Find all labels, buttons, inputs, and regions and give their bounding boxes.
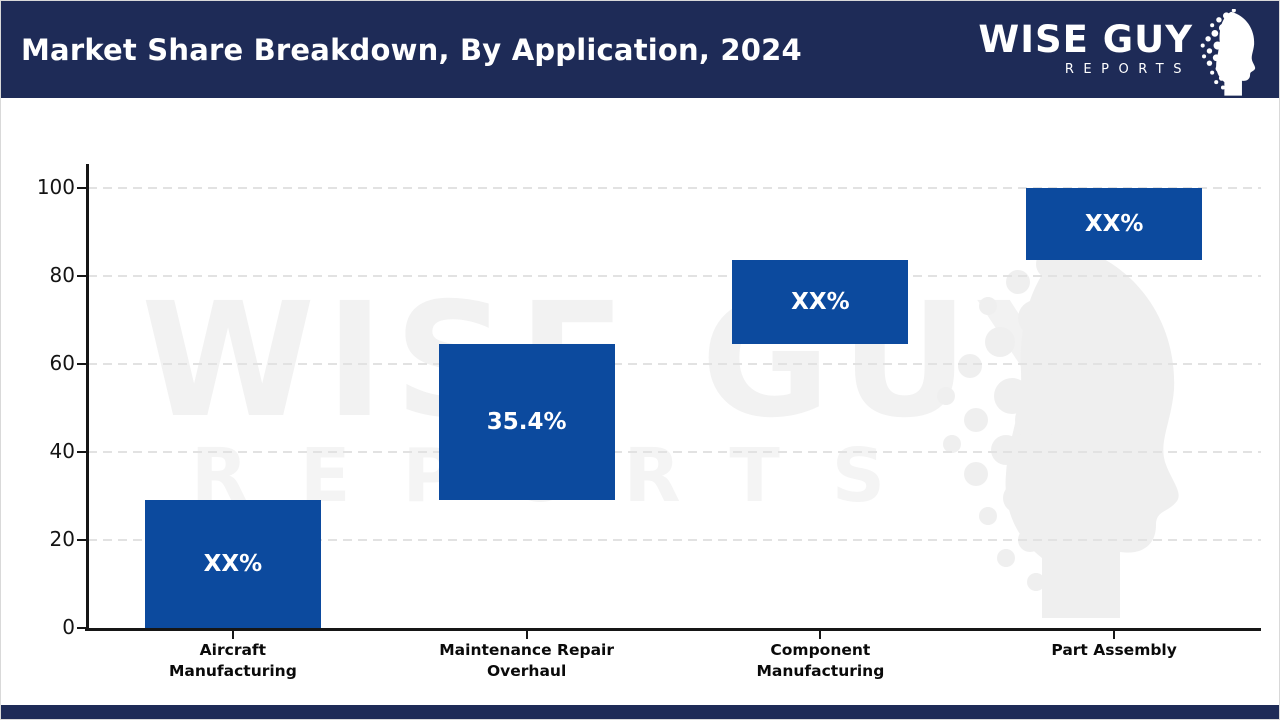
x-tick-3 — [819, 631, 822, 639]
x-category-line: Aircraft — [199, 641, 267, 659]
bar-1: XX% — [144, 499, 321, 628]
logo-reports-label: REPORTS — [1064, 62, 1191, 77]
page-title: Market Share Breakdown, By Application, … — [21, 32, 802, 67]
bar-4: XX% — [1026, 188, 1203, 261]
x-category-line: Manufacturing — [756, 662, 885, 680]
y-tick-80 — [77, 275, 86, 277]
gridline-80 — [88, 275, 1261, 277]
x-category-line: Overhaul — [486, 662, 567, 680]
logo-wiseguy-label: WISE GUY — [978, 18, 1193, 61]
gridline-100 — [88, 187, 1261, 189]
gridline-20 — [88, 539, 1261, 541]
logo-head-icon — [1200, 9, 1256, 96]
bar-value-label: XX% — [1084, 211, 1144, 238]
y-tick-20 — [77, 539, 86, 541]
y-tick-label-80: 80 — [49, 263, 75, 287]
footer-bar — [1, 705, 1279, 719]
x-category-label-2: Maintenance Repair Overhaul — [377, 640, 677, 682]
bar-value-label: 35.4% — [486, 408, 567, 435]
gridline-40 — [88, 451, 1261, 453]
x-tick-1 — [231, 631, 234, 639]
y-tick-100 — [77, 187, 86, 189]
x-tick-4 — [1113, 631, 1116, 639]
bar-2: 35.4% — [438, 343, 615, 500]
y-tick-label-20: 20 — [49, 527, 75, 551]
x-axis-line — [85, 628, 1261, 631]
bar-value-label: XX% — [791, 288, 850, 315]
x-tick-2 — [525, 631, 528, 639]
x-category-line: Component — [770, 641, 871, 659]
logo-text: WISE GUY REPORTS — [978, 18, 1193, 78]
header-bar: Market Share Breakdown, By Application, … — [1, 1, 1279, 98]
x-category-label-3: Component Manufacturing — [670, 640, 970, 682]
bar-value-label: XX% — [203, 550, 263, 577]
watermark-head-graphic — [937, 231, 1179, 618]
y-tick-60 — [77, 363, 86, 365]
y-tick-40 — [77, 451, 86, 453]
x-category-label-1: Aircraft Manufacturing — [83, 640, 383, 682]
y-axis-line — [86, 164, 89, 631]
x-category-line: Manufacturing — [168, 662, 297, 680]
bar-3: XX% — [732, 260, 909, 344]
wise-guy-reports-logo: WISE GUY REPORTS — [978, 7, 1271, 96]
y-tick-0 — [77, 627, 86, 629]
y-tick-label-100: 100 — [36, 175, 75, 199]
gridline-60 — [88, 363, 1261, 365]
watermark-wiseguy-text: WISE GUY — [141, 269, 1104, 453]
x-category-line: Maintenance Repair — [439, 641, 614, 659]
x-category-line: Part Assembly — [1051, 641, 1177, 659]
y-tick-label-0: 0 — [62, 615, 75, 639]
x-category-label-4: Part Assembly — [964, 640, 1264, 661]
y-tick-label-40: 40 — [49, 439, 75, 463]
y-tick-label-60: 60 — [49, 351, 75, 375]
